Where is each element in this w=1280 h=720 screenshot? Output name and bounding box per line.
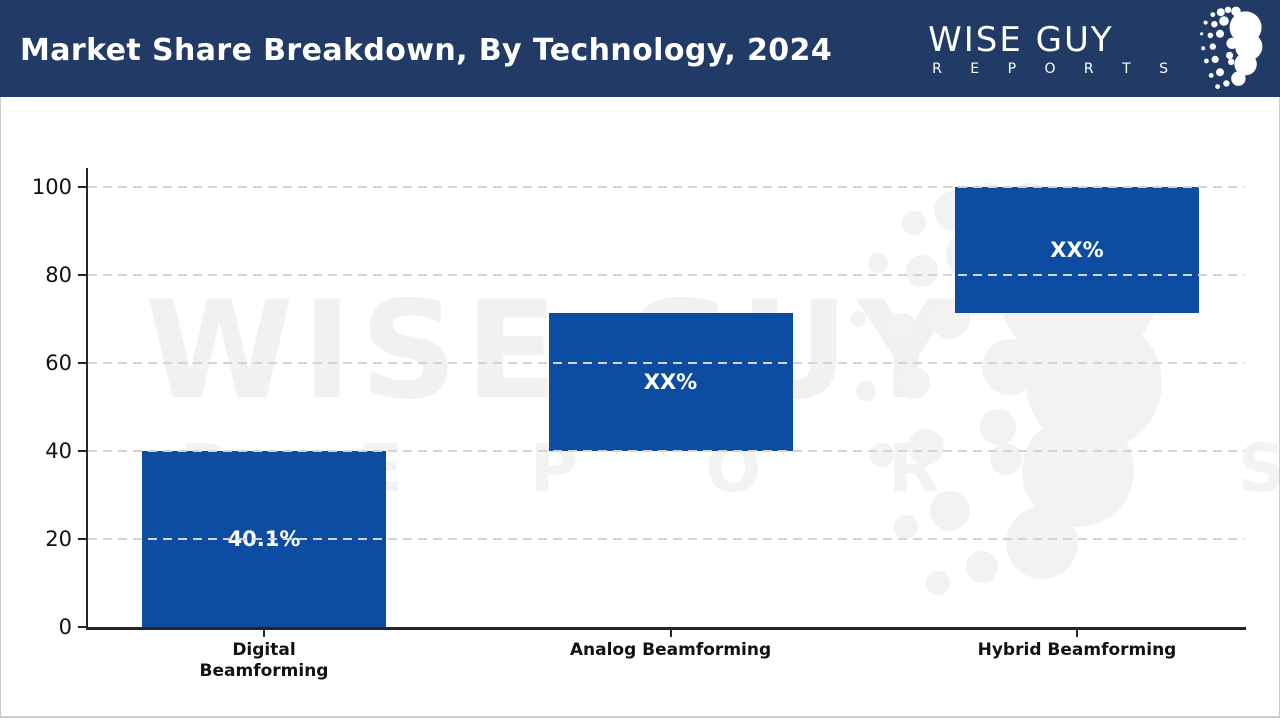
page-bottom-border [0,716,1280,718]
y-axis-line [86,168,88,629]
gridline [88,186,1244,188]
header-banner: Market Share Breakdown, By Technology, 2… [0,0,1280,97]
y-axis-tick-label: 80 [45,263,72,287]
gridline [88,274,1244,276]
bar-3: XX% [955,187,1199,313]
y-axis-tick [78,274,87,276]
y-axis-tick-label: 40 [45,439,72,463]
y-axis-tick [78,450,87,452]
bar-2: XX% [548,312,793,451]
y-axis-tick [78,538,87,540]
gridline [88,362,1244,364]
x-axis-category-label: Analog Beamforming [569,640,772,660]
y-axis-tick-label: 60 [45,351,72,375]
x-axis-category-label: Digital Beamforming [199,640,329,681]
y-axis-tick [78,186,87,188]
y-axis-tick [78,362,87,364]
bar-value-label: XX% [643,369,698,394]
y-axis-tick-label: 100 [31,175,72,199]
gridline [88,450,1244,452]
y-axis-tick-label: 0 [58,615,72,639]
y-axis-tick-label: 20 [45,527,72,551]
chart-title: Market Share Breakdown, By Technology, 2… [20,33,833,68]
bar-value-label: XX% [1050,237,1104,262]
logo-wordmark: WISE GUY [928,20,1114,60]
logo-subtitle: R E P O R T S [932,61,1180,77]
x-axis-tick [263,628,265,637]
y-axis-tick [78,626,87,628]
x-axis-tick [1076,628,1078,637]
x-axis-line [86,627,1246,630]
page-left-border [0,97,1,717]
logo-head-dots-icon [1200,6,1263,89]
x-axis-category-label: Hybrid Beamforming [977,640,1177,660]
logo: WISE GUY R E P O R T S [928,22,1180,77]
gridline [88,538,1244,540]
x-axis-tick [669,628,672,637]
